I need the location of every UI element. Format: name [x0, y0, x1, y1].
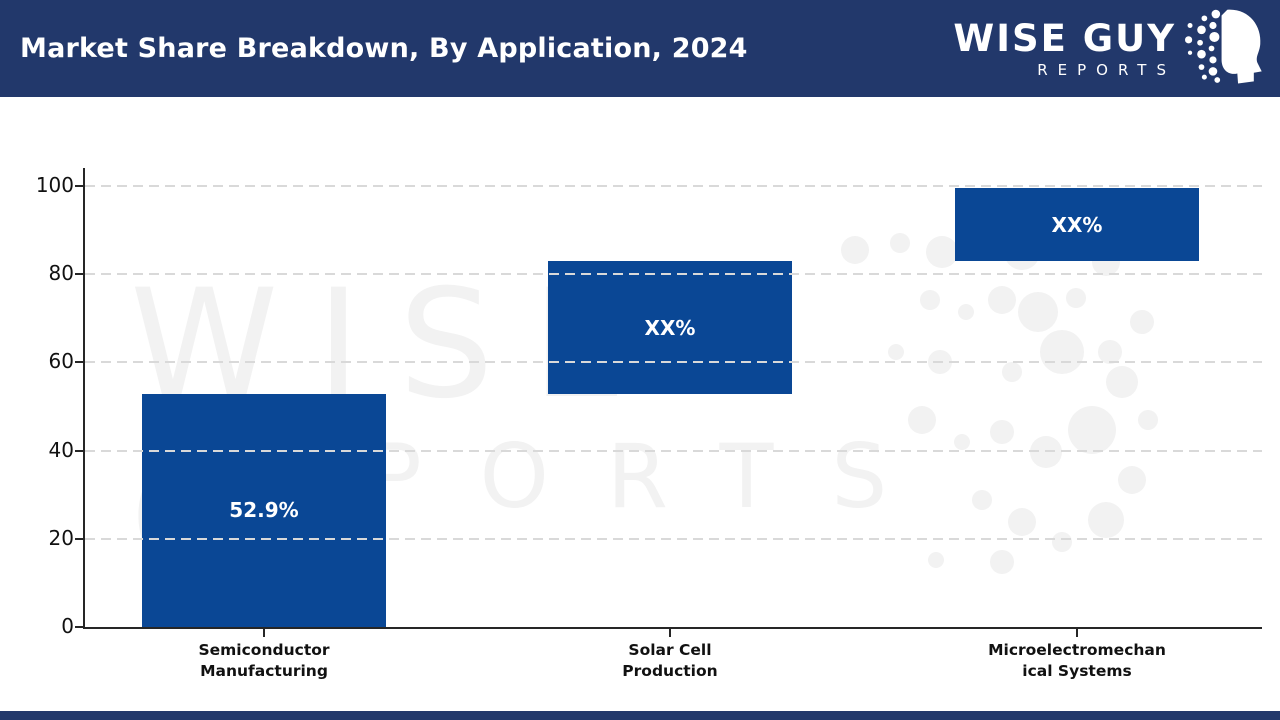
y-axis-tick: [75, 185, 83, 187]
x-category-label-line: Solar Cell: [628, 641, 712, 659]
x-category-label-line: Manufacturing: [200, 662, 328, 680]
gridline: [85, 361, 1262, 364]
x-axis-tick: [263, 629, 265, 637]
gridline: [85, 185, 1262, 187]
watermark-dot: [928, 552, 944, 568]
watermark-dot: [958, 304, 974, 320]
x-category-label-line: ical Systems: [1022, 662, 1132, 680]
watermark-dot: [908, 406, 936, 434]
y-axis-tick-label: 60: [48, 349, 74, 374]
watermark-dot: [1066, 288, 1086, 308]
header-bar: Market Share Breakdown, By Application, …: [0, 0, 1280, 97]
x-category-label: Microelectromechan ical Systems: [917, 640, 1237, 682]
y-axis-tick: [75, 626, 83, 628]
y-axis-tick-label: 80: [48, 261, 74, 286]
x-axis-tick: [669, 629, 671, 637]
watermark-dot: [1098, 340, 1122, 364]
watermark-dot: [1040, 330, 1084, 374]
bar-segment: 52.9%: [142, 393, 386, 627]
watermark-dot: [1002, 362, 1022, 382]
wise-guy-face-icon: [1180, 5, 1266, 93]
watermark-dot: [841, 236, 869, 264]
y-axis-line: [83, 168, 85, 629]
y-axis-tick: [75, 449, 83, 452]
watermark-dot: [988, 286, 1016, 314]
watermark-dot: [1068, 406, 1116, 454]
brand-logo-text: WISE GUY REPORTS: [953, 17, 1176, 80]
watermark-dot: [1106, 366, 1138, 398]
brand-name: WISE GUY: [953, 17, 1176, 60]
watermark-dot: [990, 550, 1014, 574]
x-category-label-line: Production: [622, 662, 718, 680]
bar-segment: XX%: [955, 187, 1199, 262]
y-axis-tick-label: 20: [48, 525, 74, 550]
watermark-dot: [1138, 410, 1158, 430]
y-axis-tick-label: 100: [35, 173, 74, 197]
y-axis-tick: [75, 273, 83, 276]
x-category-label-line: Microelectromechan: [988, 641, 1166, 659]
watermark-dot: [972, 490, 992, 510]
watermark-dot: [1088, 502, 1124, 538]
watermark-dot: [920, 290, 940, 310]
watermark-dot: [1008, 508, 1036, 536]
y-axis-tick: [75, 361, 83, 364]
gridline: [85, 449, 1262, 452]
y-axis-tick: [75, 537, 83, 540]
watermark-dot: [1118, 466, 1146, 494]
watermark-dot: [890, 233, 910, 253]
watermark-dot: [990, 420, 1014, 444]
bar-segment: XX%: [548, 261, 792, 394]
page-title: Market Share Breakdown, By Application, …: [20, 33, 748, 64]
watermark-dot: [1052, 532, 1072, 552]
watermark-dot: [888, 344, 904, 360]
y-axis-tick-label: 0: [61, 614, 74, 638]
bar-value-label: 52.9%: [229, 498, 299, 523]
watermark-dot: [1130, 310, 1154, 334]
x-category-label-line: Semiconductor: [198, 641, 330, 659]
x-axis-line: [83, 627, 1262, 629]
watermark-dot: [926, 236, 958, 268]
watermark-dot: [1018, 292, 1058, 332]
x-category-label: Semiconductor Manufacturing: [104, 640, 424, 682]
bar-value-label: XX%: [644, 315, 696, 340]
brand-logo: WISE GUY REPORTS: [953, 6, 1266, 92]
gridline: [85, 537, 1262, 540]
watermark-dot: [954, 434, 970, 450]
footer-bar: [0, 711, 1280, 720]
x-axis-tick: [1076, 629, 1078, 637]
y-axis-tick-label: 40: [48, 437, 74, 462]
gridline: [85, 273, 1262, 276]
brand-subname: REPORTS: [1037, 61, 1176, 79]
watermark-dot: [1030, 436, 1062, 468]
x-category-label: Solar Cell Production: [510, 640, 830, 682]
bar-value-label: XX%: [1051, 212, 1103, 237]
